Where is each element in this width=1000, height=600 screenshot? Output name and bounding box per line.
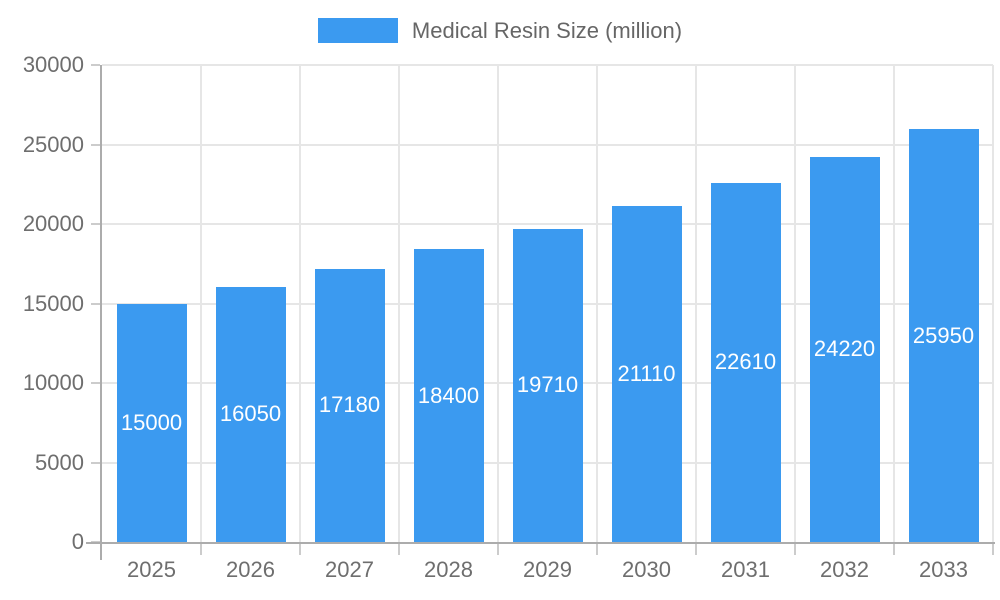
x-axis-tick bbox=[497, 544, 499, 555]
x-axis-tick-label: 2028 bbox=[424, 557, 473, 582]
bar-value-label: 15000 bbox=[120, 409, 183, 435]
x-axis-tick-label: 2025 bbox=[127, 557, 176, 582]
gridline-vertical bbox=[893, 65, 895, 542]
y-axis-line bbox=[100, 65, 102, 560]
y-axis-tick bbox=[91, 461, 100, 464]
x-axis-tick-label: 2031 bbox=[721, 557, 770, 582]
y-axis-tick-label: 15000 bbox=[22, 290, 84, 316]
x-axis-tick bbox=[794, 544, 796, 555]
y-axis-tick-label: 10000 bbox=[22, 370, 84, 395]
bar-value-label: 17180 bbox=[318, 392, 381, 418]
y-axis-tick-label: 25000 bbox=[22, 131, 84, 157]
bar-value-label: 22610 bbox=[714, 349, 777, 375]
bar-2029: 19710 bbox=[512, 228, 583, 542]
x-axis-tick bbox=[596, 544, 598, 555]
y-axis-tick bbox=[91, 64, 100, 66]
y-axis-tick bbox=[91, 302, 100, 305]
x-axis-tick bbox=[299, 544, 301, 555]
x-axis-line bbox=[86, 542, 995, 544]
y-axis-tick-label: 30000 bbox=[22, 52, 84, 77]
gridline-vertical bbox=[299, 65, 301, 542]
y-axis-tick bbox=[91, 143, 100, 146]
gridline-horizontal bbox=[102, 143, 993, 146]
gridline-vertical bbox=[398, 65, 400, 542]
bar-value-label: 25950 bbox=[912, 322, 975, 348]
gridline-horizontal bbox=[102, 223, 993, 225]
bar-2032: 24220 bbox=[809, 156, 880, 542]
gridline-vertical bbox=[200, 65, 202, 542]
bar-value-label: 21110 bbox=[617, 361, 676, 387]
bar-2025: 15000 bbox=[116, 303, 187, 542]
y-axis-tick-label: 20000 bbox=[22, 211, 84, 236]
x-axis-tick bbox=[992, 544, 994, 555]
gridline-vertical bbox=[794, 65, 796, 542]
x-axis-tick bbox=[893, 544, 895, 555]
gridline-vertical bbox=[992, 65, 994, 542]
bar-value-label: 19710 bbox=[516, 372, 579, 398]
x-axis-tick bbox=[695, 544, 697, 555]
bar-2031: 22610 bbox=[710, 182, 781, 542]
y-axis-tick-label: 0 bbox=[71, 529, 84, 554]
bar-value-label: 16050 bbox=[219, 401, 282, 427]
x-axis-tick bbox=[398, 544, 400, 555]
y-axis-tick bbox=[91, 382, 100, 384]
x-axis-tick-label: 2027 bbox=[325, 557, 374, 582]
x-axis-tick-label: 2026 bbox=[226, 557, 275, 582]
x-axis-tick-label: 2033 bbox=[919, 557, 968, 582]
y-axis-tick bbox=[91, 223, 100, 225]
x-axis-tick bbox=[200, 544, 202, 555]
legend-item[interactable]: Medical Resin Size (million) bbox=[0, 14, 1000, 46]
x-axis-tick-label: 2029 bbox=[523, 557, 572, 582]
bar-value-label: 18400 bbox=[417, 382, 480, 408]
x-axis-tick-label: 2032 bbox=[820, 557, 869, 582]
gridline-horizontal bbox=[102, 64, 993, 66]
bar-2030: 21110 bbox=[611, 206, 682, 542]
bar-2026: 16050 bbox=[215, 286, 286, 542]
bar-2033: 25950 bbox=[908, 129, 979, 542]
y-axis-tick-label: 5000 bbox=[35, 449, 84, 475]
gridline-vertical bbox=[695, 65, 697, 542]
legend-swatch bbox=[317, 17, 398, 43]
bar-2027: 17180 bbox=[314, 268, 385, 542]
bar-2028: 18400 bbox=[413, 249, 484, 542]
x-axis-tick-label: 2030 bbox=[622, 557, 671, 582]
gridline-vertical bbox=[596, 65, 598, 542]
bar-value-label: 24220 bbox=[813, 336, 876, 362]
legend-label: Medical Resin Size (million) bbox=[411, 17, 683, 43]
gridline-vertical bbox=[497, 65, 499, 542]
plot-area: 15000 16050 17180 18400 19710 21110 22610 24220… bbox=[86, 64, 995, 560]
